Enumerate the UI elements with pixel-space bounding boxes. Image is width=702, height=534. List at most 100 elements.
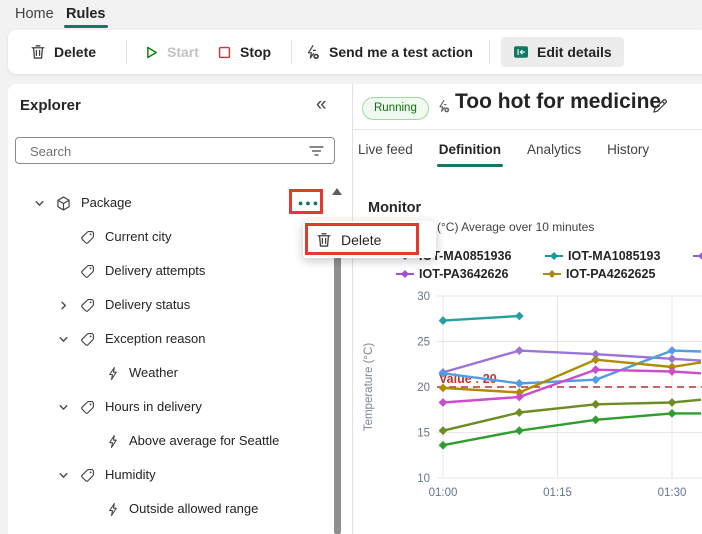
tree-item-label: Package [81,195,132,210]
tree-item-label: Exception reason [105,331,206,346]
tree-item-delivery-attempts[interactable]: Delivery attempts [8,257,338,285]
y-tick-label: 15 [417,428,430,440]
edit-details-label: Edit details [537,44,612,60]
data-point-blue [514,378,524,388]
send-test-action-button[interactable]: Send me a test action [304,30,473,74]
search-input[interactable] [28,140,302,163]
nav-tab-rules[interactable]: Rules [64,6,108,28]
more-options-icon[interactable]: ●●● [297,198,321,208]
data-point-lavender [667,354,677,364]
legend-label: IOT-MA1085193 [568,249,661,263]
data-point-olive [667,398,677,407]
chevron-down-icon[interactable] [34,198,45,209]
tree-item-outside-allowed-range[interactable]: Outside allowed range [8,495,338,523]
chevron-down-icon[interactable] [58,334,69,345]
active-tab-underline [436,164,504,167]
x-tick-label: 01:30 [658,487,687,499]
bolt-icon [106,502,120,517]
data-point-blue [438,368,448,378]
nav-tab-rules-label: Rules [66,6,106,22]
context-menu: Delete [303,221,436,258]
tree-item-hours-in-delivery[interactable]: Hours in delivery [8,393,338,421]
rule-bolt-icon [439,99,450,113]
chevron-down-icon[interactable] [58,470,69,481]
tree-item-label: Hours in delivery [105,399,202,414]
toolbar-divider [489,40,490,64]
tag-icon [80,230,95,245]
nav-tab-home[interactable]: Home [15,6,54,22]
delete-button[interactable]: Delete [30,30,96,74]
tree-item-label: Delivery attempts [105,263,206,278]
tab-analytics[interactable]: Analytics [527,142,581,167]
command-toolbar: Delete Start Stop Send me a test action … [8,30,702,74]
rule-detail-panel [353,84,702,534]
tag-icon [80,332,95,347]
tree-item-current-city[interactable]: Current city [8,223,338,251]
send-test-action-label: Send me a test action [329,44,473,60]
tag-icon [80,298,95,313]
data-point-gold [438,383,448,393]
trash-icon [31,45,45,59]
package-icon [56,196,71,211]
status-badge: Running [362,97,429,120]
tree-item-package[interactable]: Package ●●● [8,189,338,217]
start-button[interactable]: Start [144,30,199,74]
tag-icon [80,400,95,415]
data-point-lavender [514,346,524,355]
tree-item-label: Current city [105,229,172,244]
edit-details-button[interactable]: Edit details [501,37,624,67]
test-action-bolt-icon [307,44,319,59]
tab-history[interactable]: History [607,142,649,167]
tag-icon [80,468,95,483]
tree-item-weather[interactable]: Weather [8,359,338,387]
context-menu-delete-item[interactable]: Delete [303,221,436,258]
tab-label: Live feed [358,142,413,157]
data-point-gold [514,388,524,397]
edit-title-pencil-icon[interactable] [651,97,669,115]
data-point-magenta [514,392,524,402]
legend-label: IOT-PA4262625 [566,267,656,281]
data-point-blue [591,375,601,385]
data-point-gold [667,362,677,372]
y-tick-label: 25 [417,337,430,349]
play-icon [147,46,157,58]
chart-subtitle: (°C) Average over 10 minutes [437,220,595,234]
tree-item-humidity[interactable]: Humidity [8,461,338,489]
data-point-olive [514,408,524,417]
bolt-icon [106,434,120,449]
tree-item-delivery-status[interactable]: Delivery status [8,291,338,319]
y-tick-label: 30 [417,291,430,303]
scrollbar-up-arrow[interactable] [332,188,342,195]
stop-button[interactable]: Stop [217,30,271,74]
tab-label: Definition [438,142,502,157]
tree-item-exception-reason[interactable]: Exception reason [8,325,338,353]
data-point-green [514,426,524,436]
header-divider [353,129,702,130]
stop-button-label: Stop [240,44,272,60]
tree-item-above-average-for-seattle[interactable]: Above average for Seattle [8,427,338,455]
stop-icon [218,46,231,58]
detail-tabs: Live feed Definition Analytics History [358,142,649,167]
chevron-right-icon[interactable] [58,300,69,311]
tree-item-label: Weather [129,365,178,380]
tab-label: History [607,142,650,157]
context-menu-delete-label: Delete [341,231,382,248]
data-point-teal [514,311,524,321]
filter-icon[interactable] [309,145,324,157]
tag-icon [80,264,95,279]
chevron-down-icon[interactable] [58,402,69,413]
data-point-teal [438,316,448,325]
tab-live-feed[interactable]: Live feed [358,142,413,167]
x-tick-label: 01:15 [543,487,572,499]
search-box [15,137,335,164]
legend-label: IOT-MA0851936 [419,249,512,263]
edit-panel-icon [514,46,528,58]
scrollbar-thumb[interactable] [334,248,341,534]
tab-definition[interactable]: Definition [436,142,504,167]
series-line-green [442,412,701,447]
toolbar-divider [291,40,292,64]
collapse-panel-icon[interactable]: « [316,94,327,115]
legend-marker-icon [543,270,561,278]
